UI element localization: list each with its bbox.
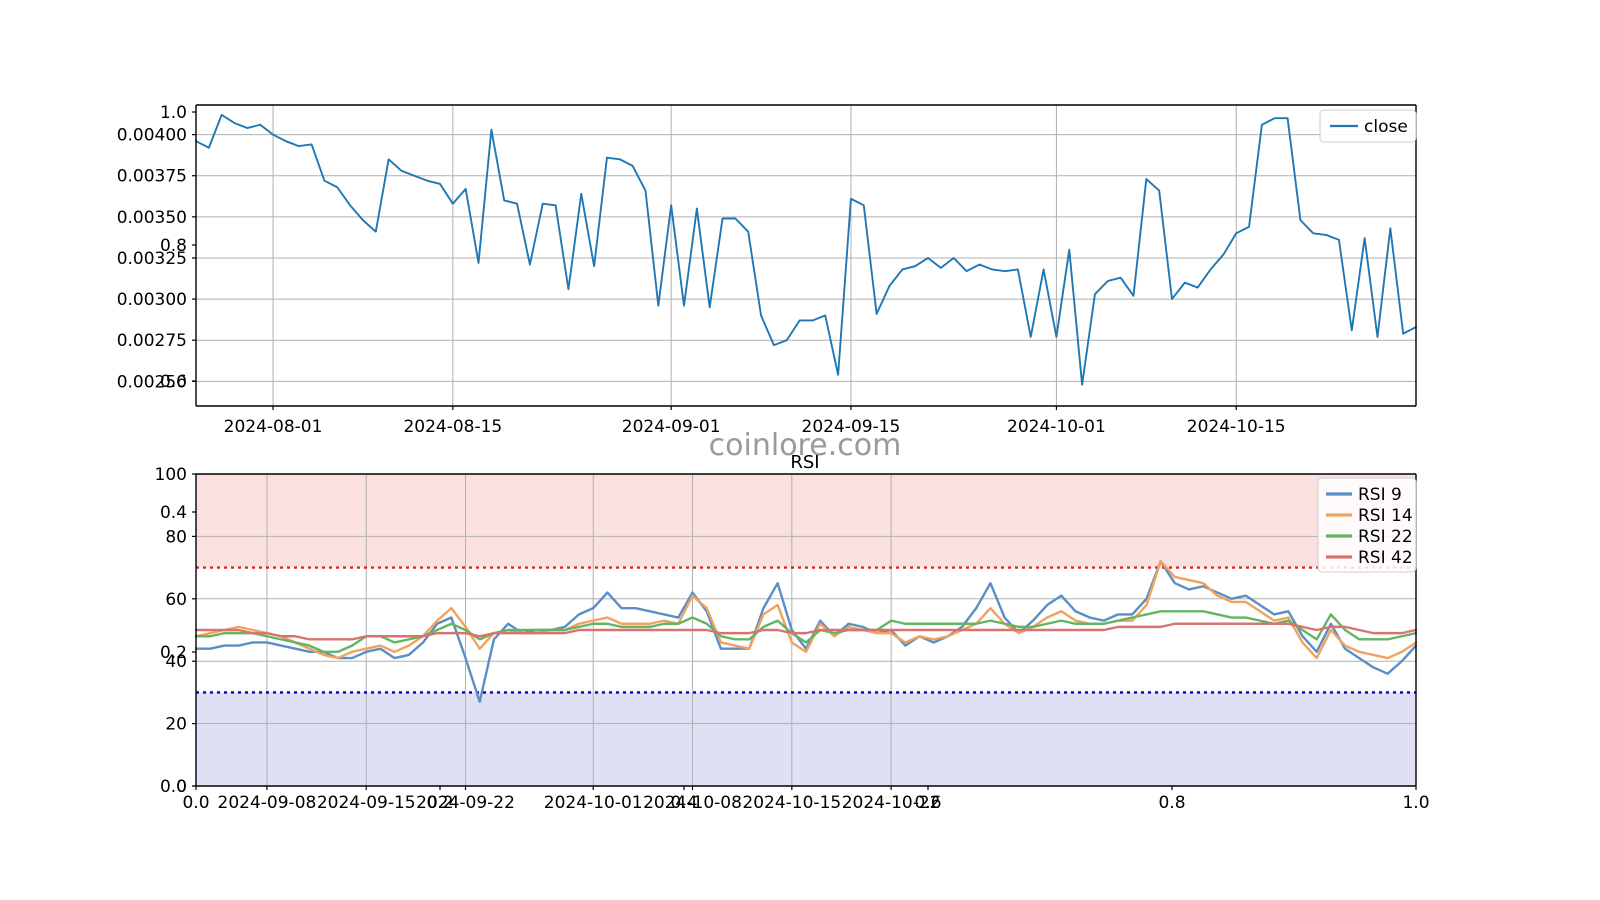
rsi-x-tick-label: 2024-10-08 [643,793,742,813]
price-axes [195,104,1417,407]
price-y-tick-label: 0.00375 [117,167,187,187]
rsi-overlay-x-tick-label: 0.6 [914,793,941,813]
price-series-group [195,113,1417,386]
rsi-threshold-bands [196,474,1416,786]
rsi-y-tick-labels: 0 20 40 60 80 100 [155,465,196,797]
price-y-tick-label: 0.00400 [117,126,187,146]
price-y-tick-label: 0.00300 [117,290,187,310]
price-overlay-y-tick-label: 0.6 [160,372,187,392]
rsi-overlay-y-tick-label: 0.2 [160,643,187,663]
price-legend-box [1319,109,1417,143]
price-x-tick-labels: 2024-08-01 2024-08-15 2024-09-01 2024-09-15… [224,406,1286,437]
rsi-overlay-x-tick-labels: 0.0 0.2 0.4 0.6 0.8 1.0 [182,786,1430,813]
price-x-tick-label: 2024-10-15 [1187,417,1286,437]
rsi-x-tick-label: 2024-10-15 [742,793,841,813]
rsi-y-tick-label: 60 [165,590,187,610]
price-legend-label: close [1364,117,1408,137]
rsi-legend-label: RSI 22 [1358,527,1413,547]
price-y-tick-label: 0.00350 [117,208,187,228]
price-y-tick-label: 0.00250 [117,372,187,392]
rsi-x-tick-label: 2024-10-22 [842,793,941,813]
price-overlay-y-tick-labels: 0.6 0.8 1.0 [160,103,196,392]
price-x-tick-label: 2024-09-15 [802,417,901,437]
price-x-tick-label: 2024-08-15 [403,417,502,437]
rsi-y-tick-label: 0 [176,777,187,797]
rsi-legend-label: RSI 14 [1358,506,1413,526]
rsi-panel-title: RSI [790,452,819,473]
price-legend[interactable]: close [1319,109,1417,143]
rsi-legend-box [1317,477,1417,573]
rsi-overlay-y-tick-label: 0.0 [160,777,187,797]
rsi-overlay-y-tick-labels: 0.0 0.2 0.4 [160,503,196,797]
price-chart-panel: 0.00250 0.00275 0.00300 0.00325 0.00350 0.003… [117,103,1417,437]
price-y-tick-labels: 0.00250 0.00275 0.00300 0.00325 0.00350 0.003… [117,126,196,392]
rsi-line-rsi-42 [194,622,1418,641]
price-overlay-y-tick-label: 0.8 [160,236,187,256]
rsi-overlay-x-tick-label: 1.0 [1402,793,1429,813]
rsi-x-tick-label: 2024-10-01 [544,793,643,813]
price-line-close [195,113,1417,386]
rsi-threshold-lines [196,566,1416,694]
rsi-legend-label: RSI 42 [1358,548,1413,568]
price-gridlines [196,105,1416,406]
rsi-x-tick-labels: 2024-09-08 2024-09-15 2024-09-22 2024-10-01… [218,786,941,813]
rsi-y-tick-label: 20 [165,715,187,735]
rsi-y-tick-label: 100 [155,465,187,485]
rsi-overlay-x-tick-label: 0.2 [426,793,453,813]
rsi-y-tick-label: 40 [165,652,187,672]
rsi-overlay-x-tick-label: 0.0 [182,793,209,813]
rsi-x-tick-label: 2024-09-22 [416,793,515,813]
rsi-overlay-y-tick-label: 0.4 [160,503,187,523]
rsi-legend-label: RSI 9 [1358,485,1402,505]
price-y-tick-label: 0.00325 [117,249,187,269]
rsi-x-tick-label: 2024-09-08 [218,793,317,813]
price-x-tick-label: 2024-09-01 [622,417,721,437]
price-x-tick-label: 2024-08-01 [224,417,323,437]
rsi-line-rsi-22 [194,610,1418,654]
rsi-y-tick-label: 80 [165,527,187,547]
price-x-tick-label: 2024-10-01 [1007,417,1106,437]
rsi-line-rsi-14 [194,560,1418,660]
rsi-series-group [194,560,1418,703]
rsi-axes [195,473,1417,787]
rsi-overlay-x-tick-label: 0.8 [1158,793,1185,813]
price-overlay-y-tick-label: 1.0 [160,103,187,123]
rsi-x-tick-label: 2024-09-15 [317,793,416,813]
rsi-threshold-band [196,474,1416,568]
rsi-threshold-band [196,692,1416,786]
rsi-overlay-x-tick-label: 0.4 [670,793,697,813]
price-y-tick-label: 0.00275 [117,331,187,351]
watermark-text: coinlore.com [709,428,902,463]
